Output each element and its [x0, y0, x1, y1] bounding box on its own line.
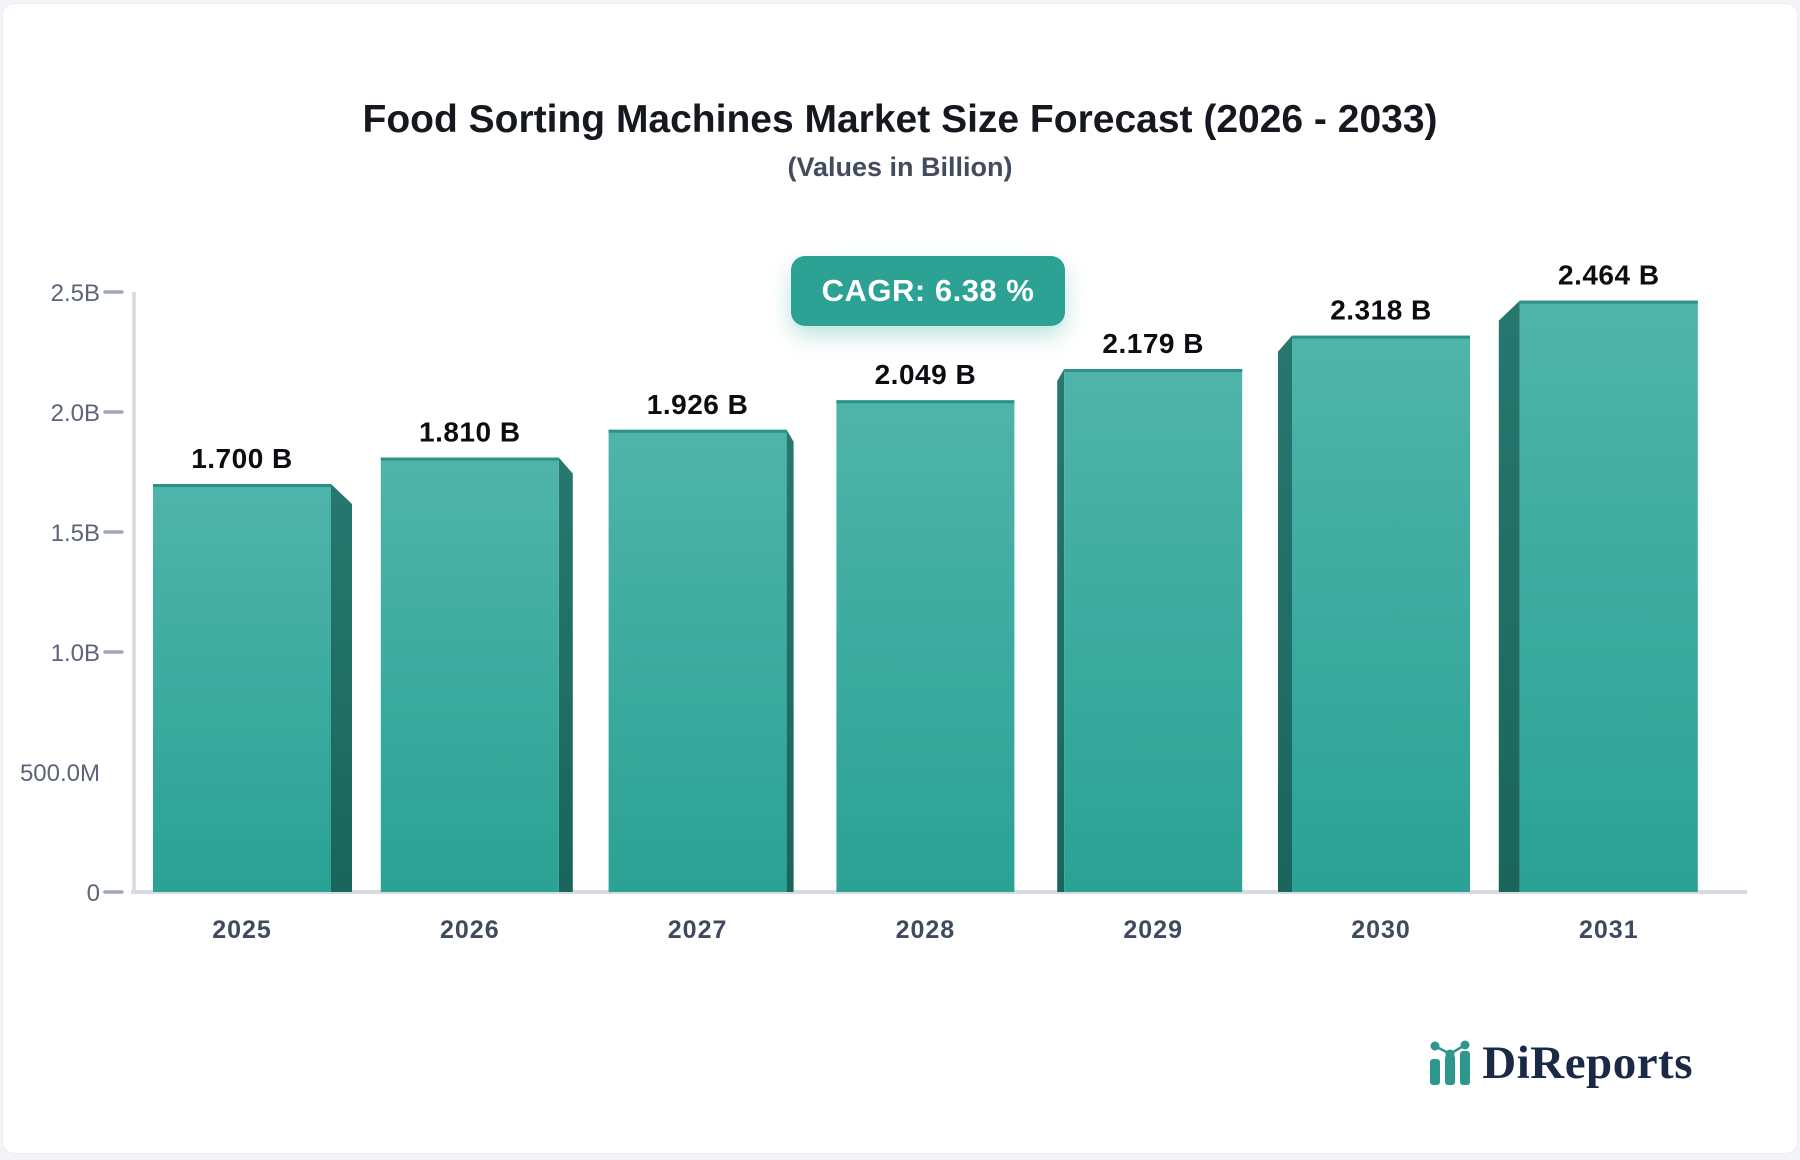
y-tick-label: 0: [87, 880, 100, 907]
bar-chart: 0 500.0M 1.0B 1.5B 2.0B 2.5B 1.700 B 2025 1.810 …: [20, 260, 1747, 944]
bar-value-label: 1.926 B: [647, 389, 749, 420]
bar-side-face: [786, 429, 794, 892]
x-category-label: 2030: [1351, 916, 1411, 944]
y-tick-label: 2.0B: [51, 400, 100, 427]
bar-side-face: [331, 484, 352, 892]
bar-front-face: [153, 484, 331, 892]
y-tick-label: 1.5B: [51, 520, 100, 547]
bar-front-face: [1064, 369, 1243, 892]
bar-front-face: [1519, 300, 1698, 892]
x-category-label: 2031: [1579, 916, 1639, 944]
mini-bar-line-chart-icon: [1430, 1040, 1471, 1085]
bar-group: 2.049 B 2028: [836, 359, 1015, 944]
bar-group: 2.464 B 2031: [1498, 260, 1698, 944]
chart-card: Food Sorting Machines Market Size Foreca…: [2, 3, 1798, 1154]
cagr-badge-label: CAGR: 6.38 %: [821, 273, 1035, 308]
x-category-label: 2026: [440, 916, 500, 944]
bar-group: 1.700 B 2025: [153, 443, 352, 944]
bar-side-face: [558, 457, 573, 892]
x-category-label: 2025: [212, 916, 272, 944]
x-category-label: 2029: [1123, 916, 1183, 944]
bar-side-face: [1057, 369, 1065, 892]
bar-side-face: [1278, 335, 1292, 892]
bar-value-label: 2.179 B: [1102, 328, 1204, 359]
chart-title: Food Sorting Machines Market Size Foreca…: [362, 98, 1438, 141]
chart-subtitle: (Values in Billion): [787, 152, 1013, 182]
bar-value-label: 2.464 B: [1558, 260, 1660, 291]
y-tick-label: 500.0M: [20, 760, 100, 787]
brand-logo-text: DiReports: [1482, 1037, 1693, 1089]
y-tick-label: 2.5B: [51, 280, 100, 307]
bar-front-face: [608, 429, 787, 892]
x-category-label: 2027: [668, 916, 728, 944]
bar-side-face: [1498, 300, 1520, 892]
bar-value-label: 2.318 B: [1330, 295, 1432, 326]
x-category-label: 2028: [896, 916, 956, 944]
brand-logo: DiReports: [1429, 1032, 1693, 1094]
bar-group: 1.926 B 2027: [608, 389, 794, 944]
bar-group: 1.810 B 2026: [380, 417, 573, 944]
bar-group: 2.179 B 2029: [1057, 328, 1243, 944]
bar-group: 2.318 B 2030: [1278, 295, 1470, 944]
bar-value-label: 2.049 B: [875, 359, 977, 390]
cagr-badge: CAGR: 6.38 %: [791, 256, 1065, 326]
bar-front-face: [836, 400, 1015, 892]
bar-front-face: [1292, 335, 1470, 892]
bar-value-label: 1.700 B: [191, 443, 293, 474]
bar-value-label: 1.810 B: [419, 417, 521, 448]
bar-front-face: [380, 457, 559, 892]
y-tick-label: 1.0B: [51, 640, 100, 667]
